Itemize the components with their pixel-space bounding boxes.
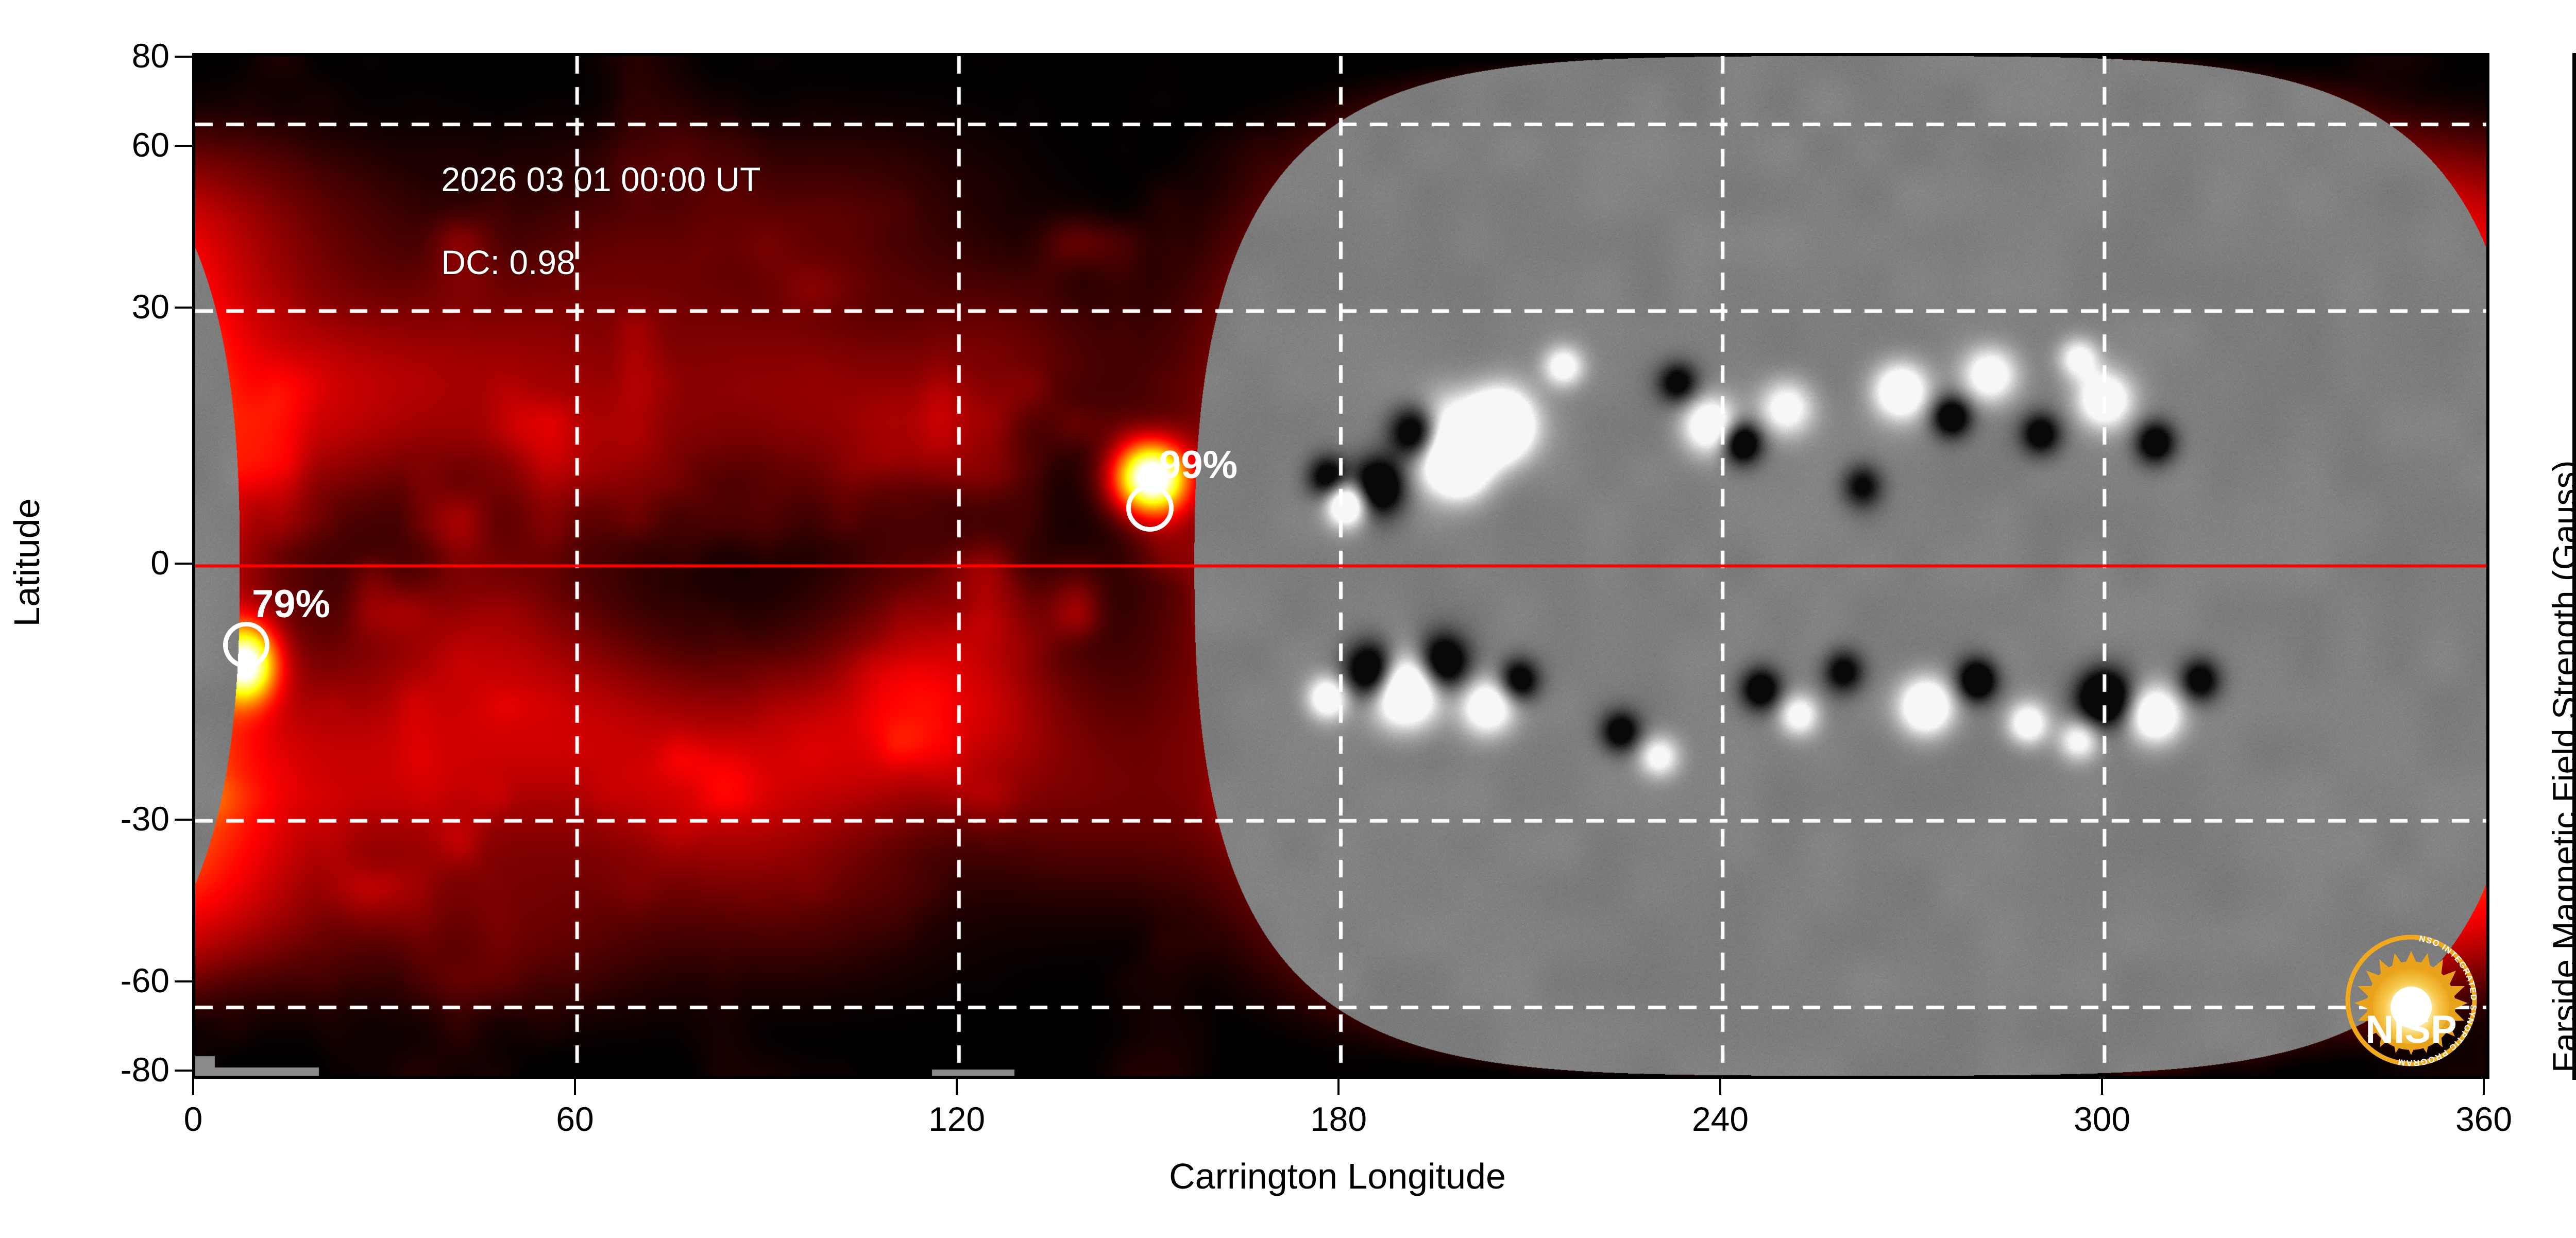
nisp-logo: NISP NSO INTEGRATED SYNOPTIC PROGRAM: [2345, 934, 2478, 1067]
y-tick-label-m60: -60: [120, 961, 170, 999]
magnetogram-canvas: [195, 56, 2486, 1076]
active-region-marker-79: [223, 622, 269, 668]
y-tick-0: [175, 563, 192, 565]
farside-colorbar: [2572, 53, 2576, 1080]
active-region-label-99: 99%: [1159, 443, 1238, 487]
duty-cycle-text: DC: 0.98: [441, 243, 575, 281]
active-region-label-79: 79%: [251, 582, 331, 626]
x-tick-180: [1337, 1077, 1340, 1095]
nisp-wordmark: NISP: [2365, 1008, 2456, 1052]
x-tick-60: [574, 1077, 576, 1095]
y-tick-m60: [175, 980, 192, 982]
magnetogram-plot: 2026 03 01 00:00 UT DC: 0.98 79% 99% NIS…: [192, 53, 2489, 1079]
y-tick-label-80: 80: [131, 37, 170, 75]
x-tick-0: [192, 1077, 194, 1095]
y-tick-60: [175, 145, 192, 147]
y-tick-label-0: 0: [150, 544, 170, 582]
x-tick-label-180: 180: [1310, 1100, 1367, 1138]
x-tick-300: [2101, 1077, 2103, 1095]
x-tick-120: [956, 1077, 958, 1095]
y-tick-m30: [175, 819, 192, 821]
active-region-marker-99: [1126, 484, 1174, 532]
x-axis-title: Carrington Longitude: [1169, 1156, 1506, 1196]
y-tick-label-30: 30: [131, 287, 170, 326]
y-tick-label-m80: -80: [120, 1050, 170, 1089]
timestamp-annotation: 2026 03 01 00:00 UT DC: 0.98: [403, 117, 761, 325]
y-tick-label-60: 60: [131, 126, 170, 164]
y-tick-label-m30: -30: [120, 800, 170, 838]
x-tick-240: [1719, 1077, 1721, 1095]
y-tick-80: [175, 56, 192, 58]
x-tick-label-240: 240: [1691, 1100, 1749, 1138]
x-tick-label-300: 300: [2073, 1100, 2131, 1138]
y-tick-30: [175, 307, 192, 309]
x-tick-360: [2483, 1077, 2485, 1095]
timestamp-text: 2026 03 01 00:00 UT: [441, 160, 761, 198]
x-tick-label-360: 360: [2455, 1100, 2513, 1138]
y-axis-title: Latitude: [7, 498, 47, 627]
x-tick-label-0: 0: [183, 1100, 203, 1138]
x-tick-label-120: 120: [928, 1100, 986, 1138]
y-tick-m80: [175, 1070, 192, 1072]
farside-colorbar-title: Farside Magnetic Field Strength (Gauss): [2546, 460, 2576, 1073]
x-tick-label-60: 60: [556, 1100, 594, 1138]
